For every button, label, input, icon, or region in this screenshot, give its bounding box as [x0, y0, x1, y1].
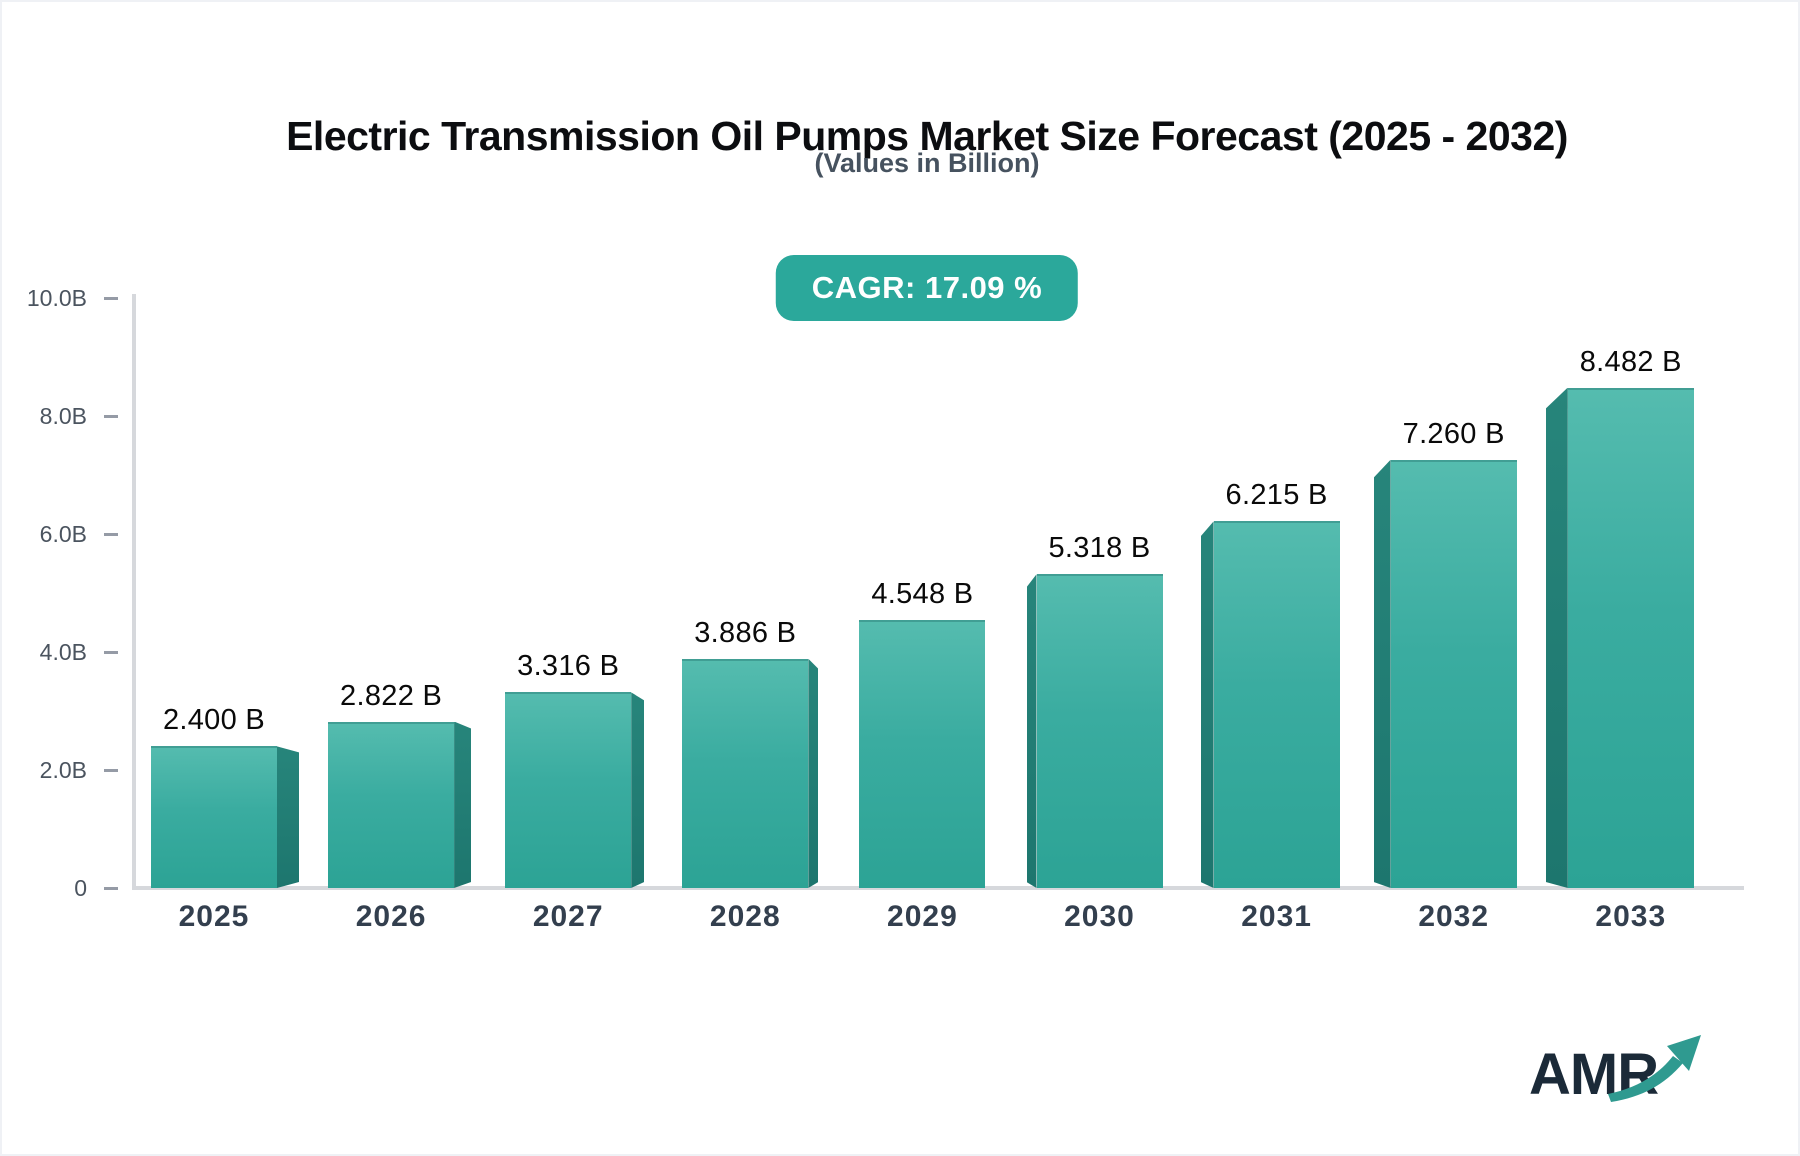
- bar-2027: [505, 692, 632, 888]
- x-axis-label: 2033: [1595, 900, 1667, 933]
- bar-value-label: 8.482 B: [1579, 345, 1682, 378]
- y-axis-tick: [104, 532, 118, 536]
- x-axis-label: 2032: [1418, 900, 1490, 933]
- y-axis-tick: [104, 296, 118, 300]
- bar-side-3d: [277, 746, 299, 888]
- y-axis-tick: [104, 886, 118, 890]
- bar-side-3d: [1374, 460, 1391, 888]
- bar-value-label: 3.886 B: [694, 616, 797, 649]
- bar-2030: [1036, 574, 1163, 888]
- bar-2028: [682, 658, 809, 888]
- cagr-badge: CAGR: 17.09 %: [775, 255, 1079, 321]
- bar-2025: [151, 746, 277, 888]
- chart-title: Electric Transmission Oil Pumps Market S…: [286, 113, 1568, 159]
- x-axis-label: 2025: [178, 900, 250, 933]
- bar-side-3d: [1201, 521, 1214, 888]
- amr-logo-text: AMR: [1529, 1042, 1658, 1107]
- x-axis-label: 2030: [1064, 900, 1135, 933]
- y-axis-label: 4.0B: [39, 639, 87, 665]
- bar-side-3d: [808, 659, 818, 888]
- bar-2033: [1567, 387, 1694, 888]
- y-axis-label: 8.0B: [39, 403, 87, 429]
- bar-value-label: 5.318 B: [1048, 532, 1151, 565]
- y-axis-label: 0: [74, 875, 87, 901]
- y-axis-tick: [104, 768, 118, 772]
- bar-side-3d: [1546, 388, 1568, 888]
- amr-logo: AMR: [1529, 1035, 1701, 1107]
- growth-arrow-icon: [1608, 1035, 1701, 1102]
- bar-side-3d: [631, 692, 644, 888]
- x-axis-label: 2027: [532, 900, 604, 933]
- bar-value-label: 7.260 B: [1402, 417, 1505, 450]
- bar-value-label: 3.316 B: [517, 650, 620, 683]
- bar-value-label: 4.548 B: [871, 577, 974, 610]
- y-axis-line: [132, 294, 136, 888]
- y-axis-label: 6.0B: [39, 521, 87, 547]
- bar-value-label: 2.822 B: [340, 679, 443, 712]
- x-axis-label: 2028: [709, 900, 781, 933]
- y-axis-tick: [104, 414, 118, 418]
- bar-2032: [1390, 459, 1517, 888]
- x-axis-label: 2031: [1241, 900, 1312, 933]
- bar-value-label: 6.215 B: [1225, 479, 1328, 512]
- bar-2031: [1213, 521, 1340, 888]
- y-axis-label: 10.0B: [26, 285, 87, 311]
- chart-subtitle: (Values in Billion): [814, 148, 1040, 178]
- bar-side-3d: [1027, 574, 1037, 888]
- bar-side-3d: [454, 722, 471, 888]
- x-axis-label: 2029: [887, 900, 958, 933]
- bar-2026: [328, 721, 455, 888]
- x-axis-label: 2026: [355, 900, 427, 933]
- y-axis-tick: [104, 650, 118, 654]
- y-axis-label: 2.0B: [39, 757, 87, 783]
- bar-value-label: 2.400 B: [162, 704, 266, 737]
- x-axis-line: [132, 886, 1744, 890]
- bar-2029: [859, 619, 986, 888]
